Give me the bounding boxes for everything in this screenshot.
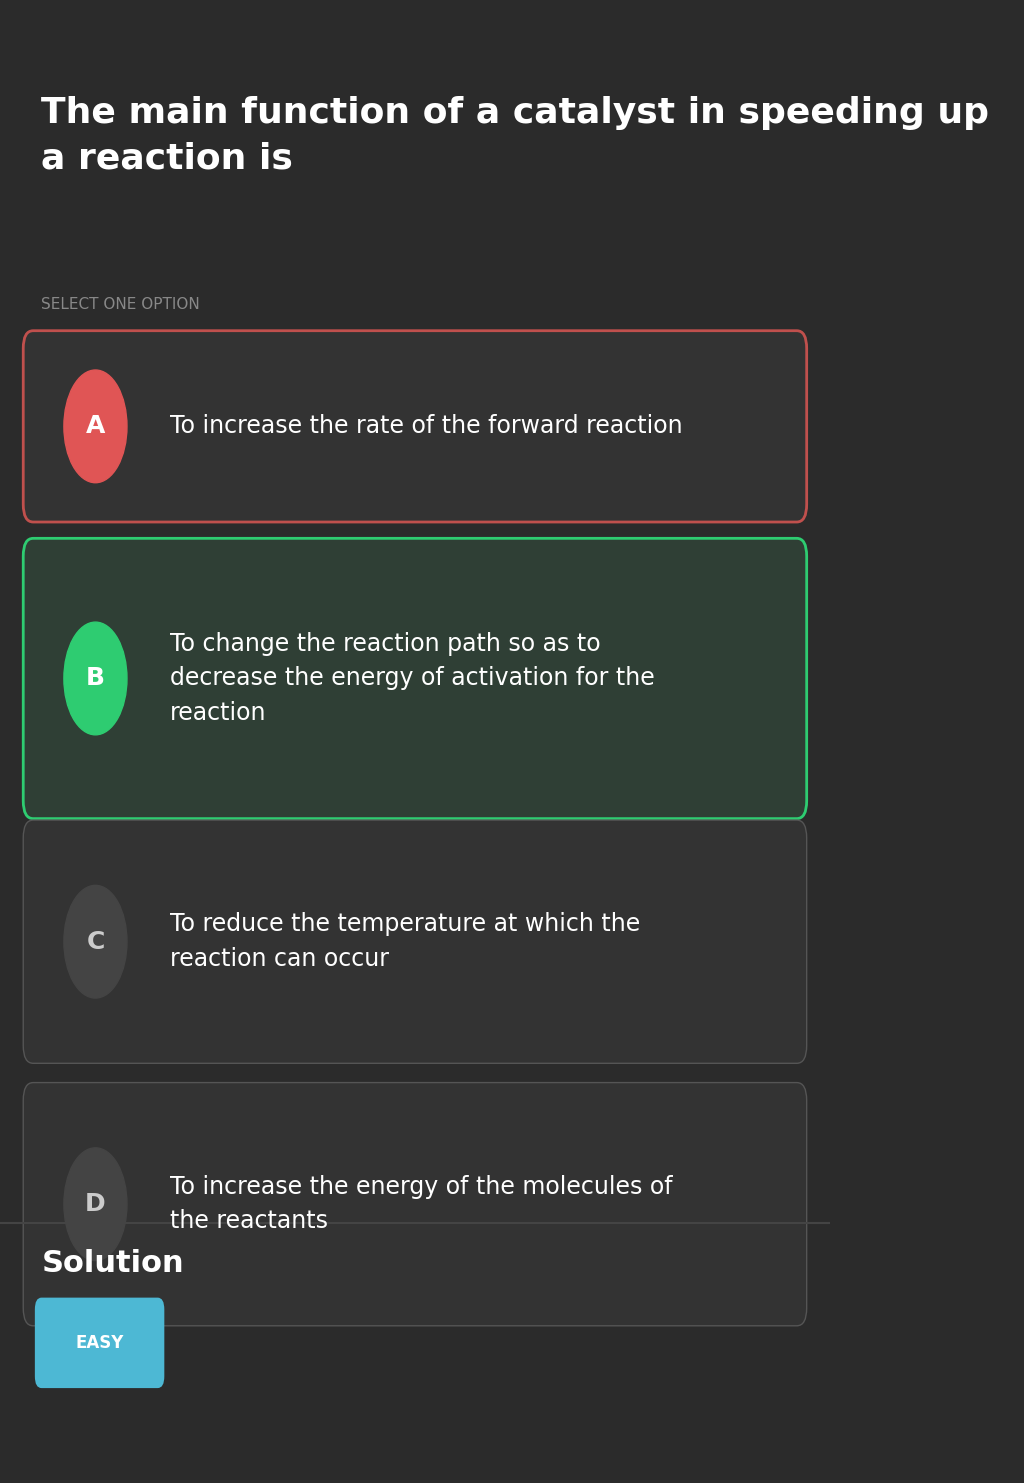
Text: To reduce the temperature at which the
reaction can occur: To reduce the temperature at which the r… [170,912,640,971]
Text: D: D [85,1192,105,1216]
Circle shape [63,369,127,483]
FancyBboxPatch shape [24,538,807,819]
Text: C: C [86,930,104,954]
Circle shape [63,1148,127,1261]
Circle shape [63,623,127,736]
FancyBboxPatch shape [24,820,807,1063]
Text: SELECT ONE OPTION: SELECT ONE OPTION [42,297,201,311]
Text: A: A [86,414,105,439]
Text: To change the reaction path so as to
decrease the energy of activation for the
r: To change the reaction path so as to dec… [170,632,655,725]
Circle shape [63,885,127,998]
FancyBboxPatch shape [24,1083,807,1326]
FancyBboxPatch shape [35,1298,164,1388]
Text: Solution: Solution [42,1249,184,1278]
Text: B: B [86,666,104,691]
Text: To increase the energy of the molecules of
the reactants: To increase the energy of the molecules … [170,1175,673,1234]
Text: To increase the rate of the forward reaction: To increase the rate of the forward reac… [170,414,683,439]
FancyBboxPatch shape [24,331,807,522]
Text: EASY: EASY [76,1333,124,1352]
Text: The main function of a catalyst in speeding up
a reaction is: The main function of a catalyst in speed… [42,96,989,175]
